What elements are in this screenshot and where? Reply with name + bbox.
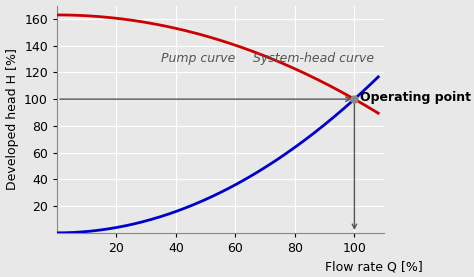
X-axis label: Flow rate Q [%]: Flow rate Q [%] [326,260,423,273]
Y-axis label: Developed head H [%]: Developed head H [%] [6,48,18,190]
Text: System-head curve: System-head curve [253,52,374,65]
Text: Pump curve: Pump curve [161,52,236,65]
Text: Operating point: Operating point [360,91,471,104]
